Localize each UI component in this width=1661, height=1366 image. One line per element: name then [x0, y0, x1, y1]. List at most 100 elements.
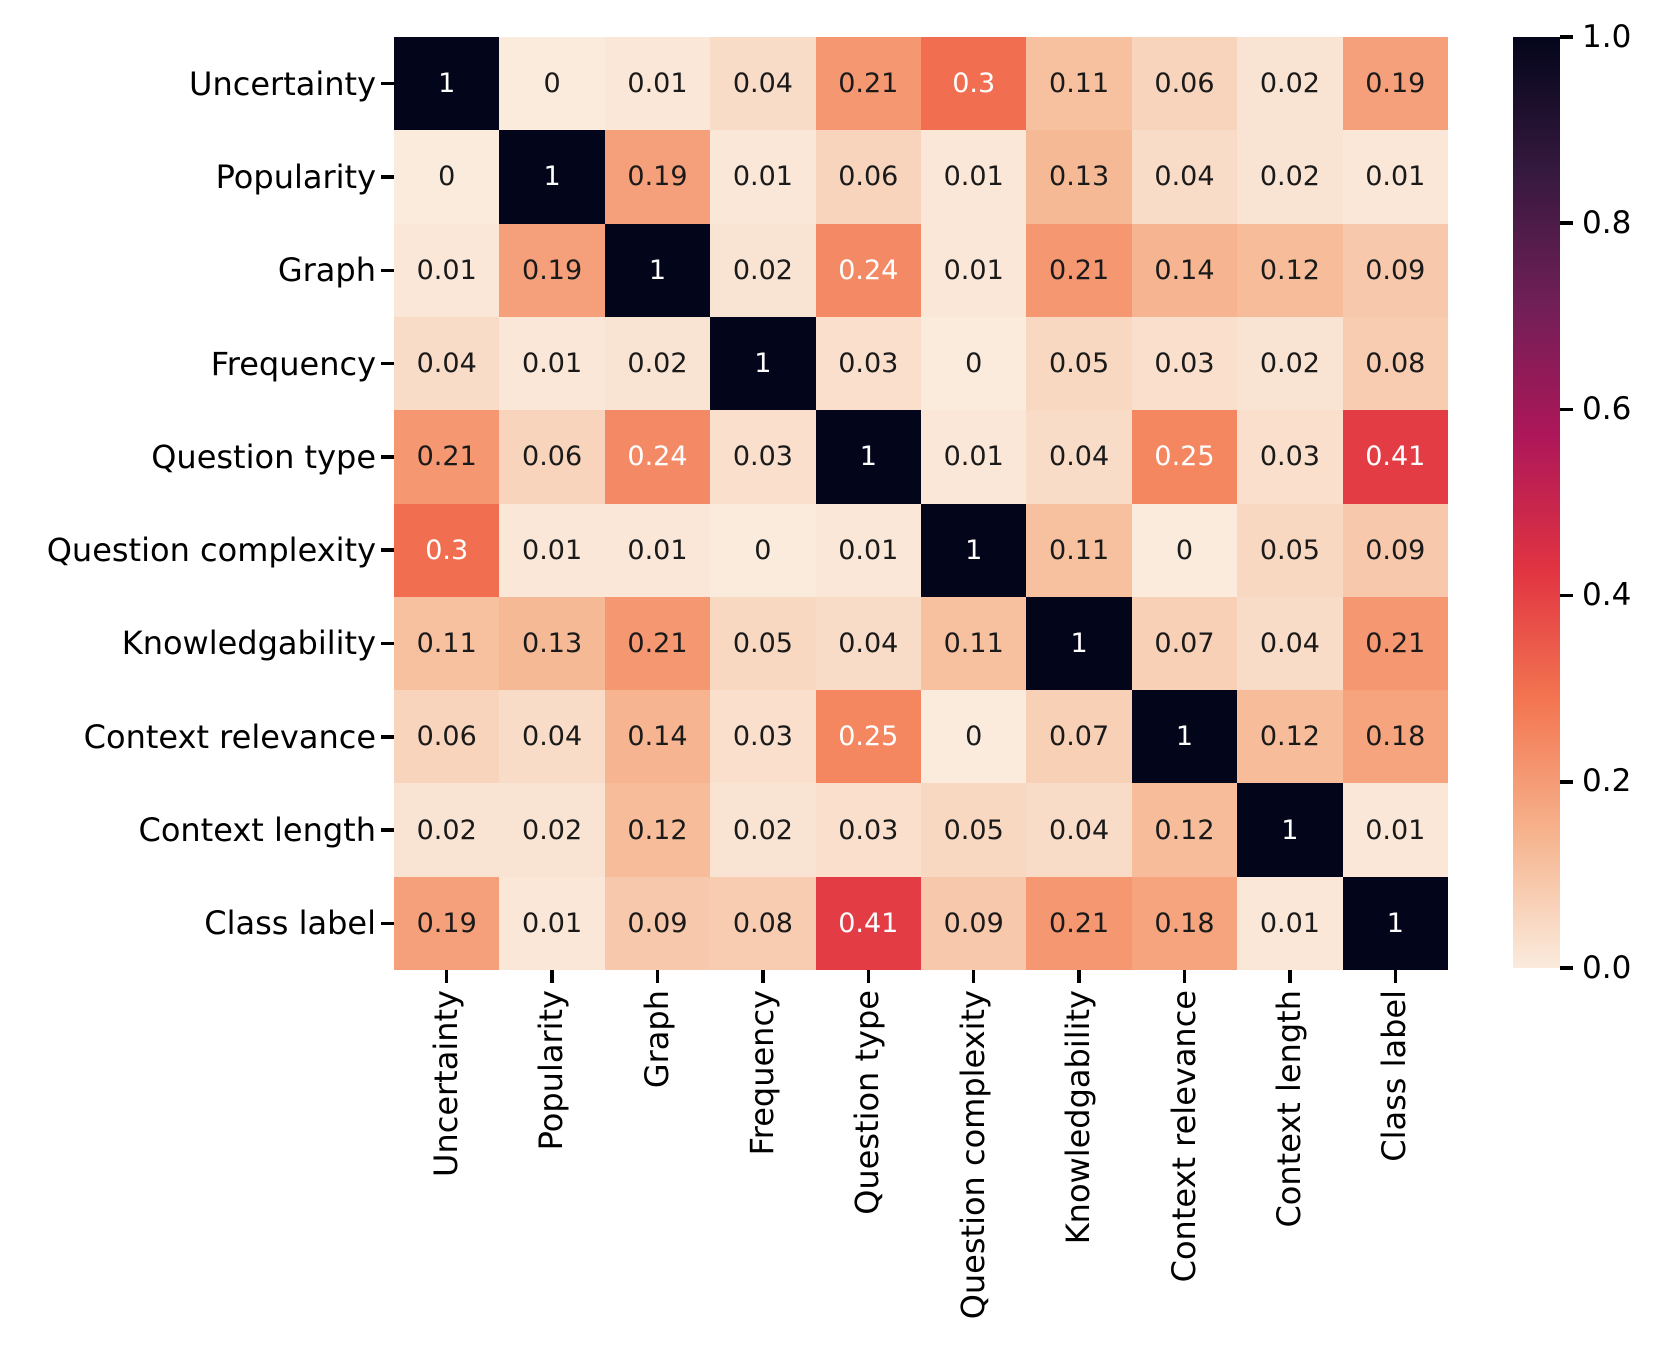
cell-value: 0.01 [522, 534, 583, 566]
heatmap-cell-knowledgability-x-question-complexity: 0.11 [921, 596, 1027, 691]
x-axis-label-text: Popularity [532, 990, 571, 1151]
cell-value: 0.19 [627, 161, 688, 193]
cell-value: 0.19 [1365, 68, 1426, 100]
cell-value: 0.12 [1259, 721, 1320, 753]
cell-value: 0.03 [838, 814, 899, 846]
cell-value: 0.04 [1154, 161, 1215, 193]
x-axis-label-text: Context relevance [1164, 990, 1203, 1283]
heatmap-cell-question-complexity-x-frequency: 0 [710, 503, 816, 597]
heatmap-cell-frequency-x-popularity: 0.01 [499, 316, 605, 411]
cell-value: 0 [754, 534, 772, 566]
heatmap-cell-graph-x-context-relevance: 0.14 [1131, 223, 1238, 317]
heatmap-cell-question-type-x-question-type: 1 [815, 410, 921, 504]
cell-value: 0.14 [1154, 254, 1215, 286]
x-tick-mark [1393, 970, 1398, 983]
x-tick-mark [550, 970, 554, 983]
cell-value: 0.09 [1365, 254, 1426, 286]
x-axis-label-text: Context length [1270, 990, 1309, 1228]
heatmap-cell-class-label-x-class-label: 1 [1342, 876, 1448, 970]
cell-value: 0.24 [627, 441, 688, 473]
heatmap-cell-popularity-x-class-label: 0.01 [1342, 130, 1448, 224]
y-tick-mark [381, 361, 394, 366]
cell-value: 0.01 [838, 534, 899, 566]
cell-value: 0 [438, 161, 456, 193]
cell-value: 0.01 [627, 68, 688, 100]
heatmap-cell-graph-x-knowledgability: 0.21 [1026, 223, 1132, 317]
cell-value: 0.01 [943, 254, 1004, 286]
cell-value: 0.11 [943, 627, 1004, 659]
cell-value: 0.02 [627, 348, 688, 380]
colorbar-tick-label: 0.0 [1582, 949, 1632, 986]
heatmap-cell-question-complexity-x-question-type: 0.01 [815, 503, 921, 597]
cell-value: 0.01 [732, 161, 793, 193]
heatmap-cell-class-label-x-frequency: 0.08 [710, 876, 816, 970]
heatmap-cell-context-relevance-x-knowledgability: 0.07 [1026, 690, 1132, 784]
heatmap-cell-class-label-x-question-complexity: 0.09 [921, 876, 1027, 970]
heatmap-cell-class-label-x-context-length: 0.01 [1237, 876, 1343, 970]
cell-value: 0.05 [1259, 534, 1320, 566]
heatmap-cell-knowledgability-x-context-length: 0.04 [1237, 596, 1343, 691]
cell-value: 0.06 [1154, 68, 1215, 100]
x-tick-mark [866, 970, 871, 983]
cell-value: 0.03 [1259, 441, 1320, 473]
heatmap-cell-uncertainty-x-question-complexity: 0.3 [921, 37, 1027, 131]
cell-value: 1 [965, 534, 983, 566]
heatmap-cell-frequency-x-question-type: 0.03 [815, 316, 921, 411]
cell-value: 0.04 [522, 721, 583, 753]
heatmap-cell-context-length-x-context-length: 1 [1237, 783, 1343, 877]
y-axis-label-class-label: Class label [204, 904, 376, 943]
heatmap-cell-question-complexity-x-class-label: 0.09 [1342, 503, 1448, 597]
colorbar-tick-mark [1560, 780, 1573, 784]
x-tick-mark [761, 970, 765, 983]
cell-value: 1 [1281, 814, 1299, 846]
heatmap-cell-popularity-x-uncertainty: 0 [394, 130, 500, 224]
heatmap-cell-class-label-x-question-type: 0.41 [815, 876, 921, 970]
x-tick-mark [444, 970, 449, 983]
cell-value: 0.07 [1049, 721, 1110, 753]
colorbar-tick-mark [1560, 593, 1573, 598]
y-tick-mark [381, 828, 394, 832]
heatmap-cell-knowledgability-x-uncertainty: 0.11 [394, 596, 500, 691]
cell-value: 0.02 [1259, 161, 1320, 193]
heatmap-cell-knowledgability-x-frequency: 0.05 [710, 596, 816, 691]
cell-value: 0 [965, 348, 983, 380]
heatmap-cell-question-type-x-frequency: 0.03 [710, 410, 816, 504]
cell-value: 0.01 [522, 348, 583, 380]
heatmap-cell-context-relevance-x-context-length: 0.12 [1237, 690, 1343, 784]
cell-value: 0.01 [943, 441, 1004, 473]
cell-value: 0.05 [943, 814, 1004, 846]
heatmap-cell-popularity-x-knowledgability: 0.13 [1026, 130, 1132, 224]
heatmap-cell-frequency-x-class-label: 0.08 [1342, 316, 1448, 411]
x-tick-mark [1077, 970, 1081, 983]
heatmap-cell-context-length-x-uncertainty: 0.02 [394, 783, 500, 877]
heatmap-cell-class-label-x-knowledgability: 0.21 [1026, 876, 1132, 970]
heatmap-cell-frequency-x-knowledgability: 0.05 [1026, 316, 1132, 411]
heatmap-cell-uncertainty-x-graph: 0.01 [604, 37, 711, 131]
cell-value: 1 [1386, 907, 1404, 939]
cell-value: 0.11 [416, 627, 477, 659]
cell-value: 0.02 [732, 254, 793, 286]
heatmap-cell-question-complexity-x-uncertainty: 0.3 [394, 503, 500, 597]
y-tick-mark [381, 455, 394, 459]
heatmap-cell-frequency-x-question-complexity: 0 [921, 316, 1027, 411]
y-axis-label-frequency: Frequency [210, 344, 376, 383]
cell-value: 0.21 [1365, 627, 1426, 659]
x-axis-label-question-type: Question type [816, 990, 921, 1215]
cell-value: 0.09 [943, 907, 1004, 939]
heatmap-cell-context-length-x-question-complexity: 0.05 [921, 783, 1027, 877]
cell-value: 0.24 [838, 254, 899, 286]
x-axis-label-text: Knowledgability [1059, 990, 1098, 1245]
x-axis-label-text: Class label [1375, 990, 1414, 1162]
cell-value: 0.07 [1154, 627, 1215, 659]
cell-value: 1 [859, 441, 877, 473]
heatmap-cell-context-relevance-x-question-type: 0.25 [815, 690, 921, 784]
cell-value: 0 [543, 68, 561, 100]
heatmap-cell-uncertainty-x-question-type: 0.21 [815, 37, 921, 131]
cell-value: 0.21 [838, 68, 899, 100]
cell-value: 0.05 [1049, 348, 1110, 380]
cell-value: 0.02 [1259, 348, 1320, 380]
heatmap-cell-popularity-x-graph: 0.19 [604, 130, 711, 224]
heatmap-cell-question-type-x-question-complexity: 0.01 [921, 410, 1027, 504]
y-tick-mark [381, 268, 394, 272]
